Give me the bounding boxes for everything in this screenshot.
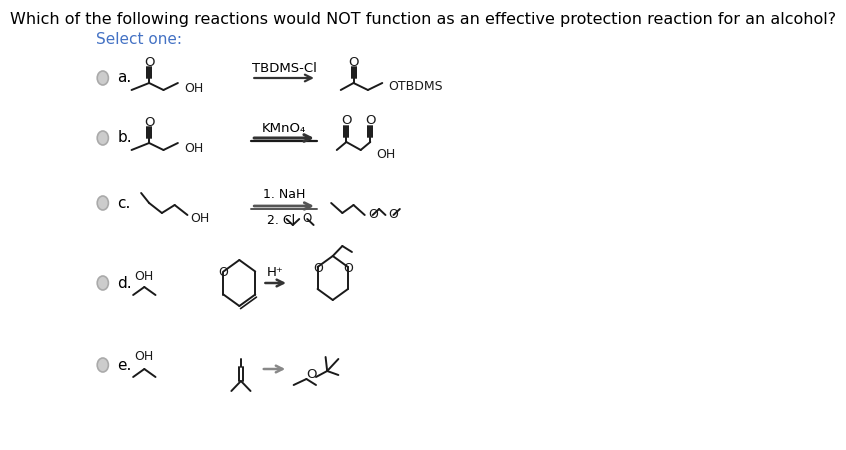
Text: O: O <box>349 55 359 68</box>
Text: O: O <box>343 261 353 274</box>
Text: 2. Cl: 2. Cl <box>267 215 295 228</box>
Text: b.: b. <box>118 130 132 145</box>
Text: OH: OH <box>135 270 154 284</box>
Text: O: O <box>144 55 154 68</box>
Circle shape <box>97 358 108 372</box>
Text: O: O <box>302 212 311 225</box>
Text: e.: e. <box>118 357 131 373</box>
Text: O: O <box>144 116 154 129</box>
Text: 1. NaH: 1. NaH <box>263 188 305 201</box>
Text: OTBDMS: OTBDMS <box>387 81 442 94</box>
Circle shape <box>97 71 108 85</box>
Text: O: O <box>368 208 378 221</box>
Text: O: O <box>313 261 323 274</box>
Circle shape <box>97 276 108 290</box>
Text: O: O <box>365 113 376 126</box>
Text: H⁺: H⁺ <box>266 266 283 279</box>
Text: O: O <box>341 113 352 126</box>
Text: OH: OH <box>376 148 396 161</box>
Text: c.: c. <box>118 195 130 211</box>
Circle shape <box>97 131 108 145</box>
Text: Select one:: Select one: <box>96 32 183 47</box>
Text: OH: OH <box>135 351 154 364</box>
Text: O: O <box>388 208 398 221</box>
Text: O: O <box>306 369 316 382</box>
Text: O: O <box>218 266 228 279</box>
Circle shape <box>97 196 108 210</box>
Text: OH: OH <box>190 212 210 225</box>
Text: OH: OH <box>184 141 204 154</box>
Text: TBDMS-Cl: TBDMS-Cl <box>251 62 316 75</box>
Text: Which of the following reactions would NOT function as an effective protection r: Which of the following reactions would N… <box>10 12 836 27</box>
Text: d.: d. <box>118 275 132 291</box>
Text: a.: a. <box>118 71 131 86</box>
Text: KMnO₄: KMnO₄ <box>262 122 306 135</box>
Text: OH: OH <box>184 81 204 94</box>
